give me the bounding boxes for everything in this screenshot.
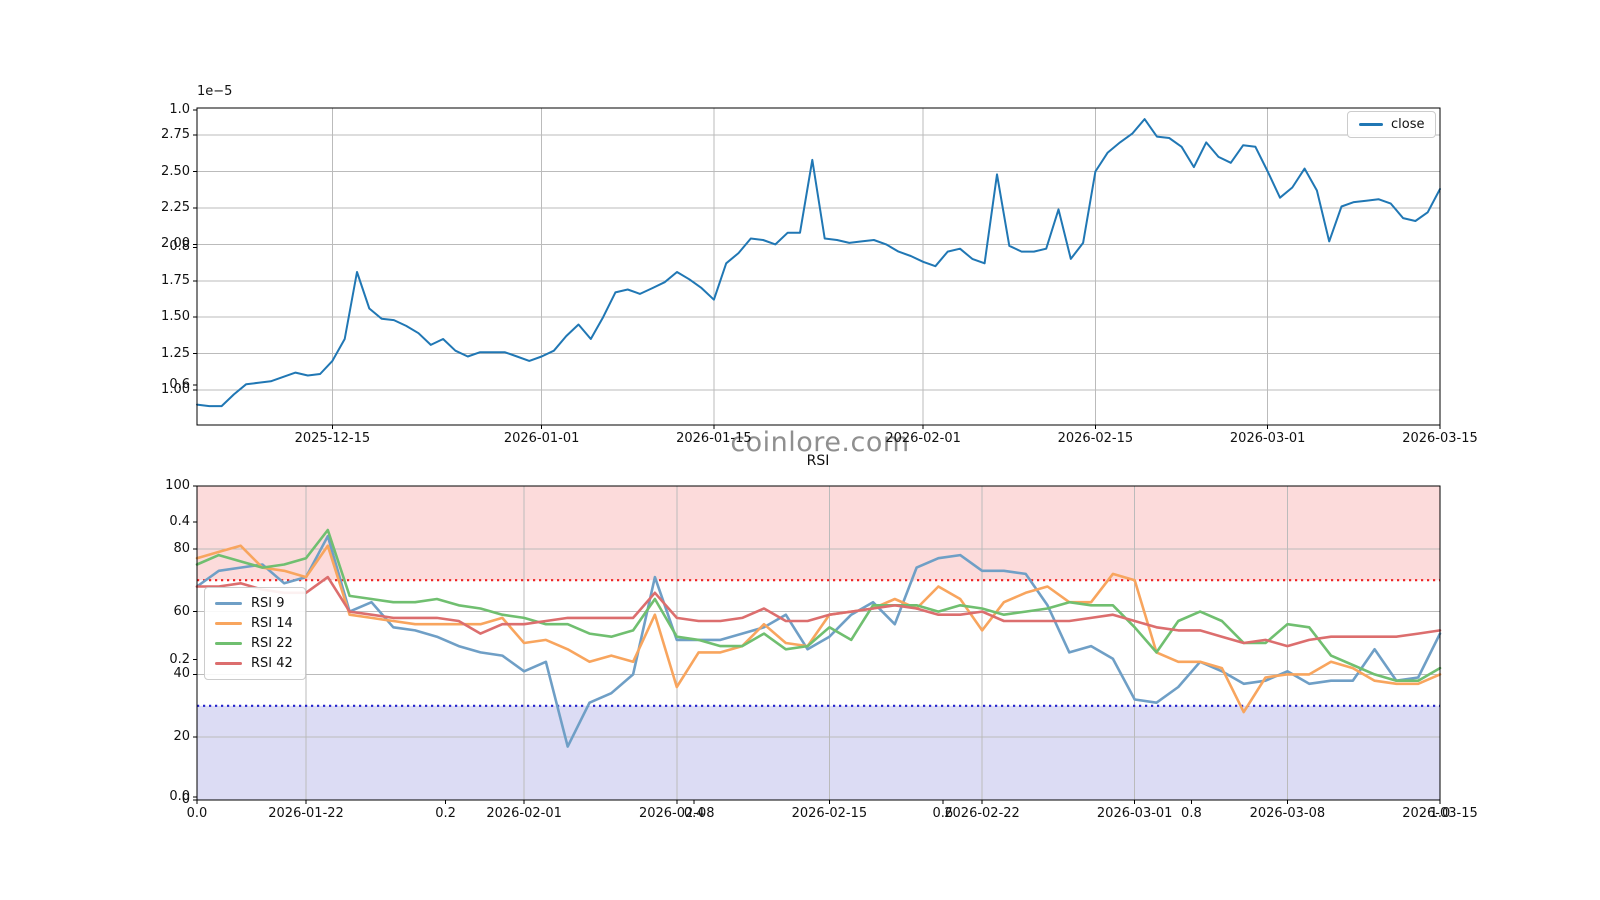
rsi-legend-entry: RSI 42 [215,656,293,671]
close-line [196,118,1441,408]
axes-spine [196,107,1441,426]
rsi-14-line-sample-icon [215,621,242,626]
rsi-42-line [195,575,1442,648]
rsi-22-line-sample-icon [215,641,242,646]
close-legend-label: close [1391,117,1425,132]
rsi-legend-label: RSI 9 [251,596,285,611]
rsi-legend-label: RSI 42 [251,656,293,671]
close-line-sample-icon [1359,123,1383,126]
rsi-legend: RSI 9 RSI 14 RSI 22 RSI 42 [204,587,306,680]
rsi-legend-entry: RSI 14 [215,616,293,631]
rsi-legend-label: RSI 14 [251,616,293,631]
rsi-9-line-sample-icon [215,601,242,606]
rsi-9-line [195,534,1442,748]
rsi-legend-entry: RSI 22 [215,636,293,651]
rsi-band-oversold [197,705,1440,800]
rsi-14-line [195,544,1442,714]
axes-spine [196,485,1441,801]
rsi-band-overbought [197,486,1440,581]
rsi-legend-entry: RSI 9 [215,596,293,611]
close-legend: close [1347,111,1437,138]
rsi-42-line-sample-icon [215,661,242,666]
rsi-22-line [195,528,1442,683]
rsi-legend-label: RSI 22 [251,636,293,651]
